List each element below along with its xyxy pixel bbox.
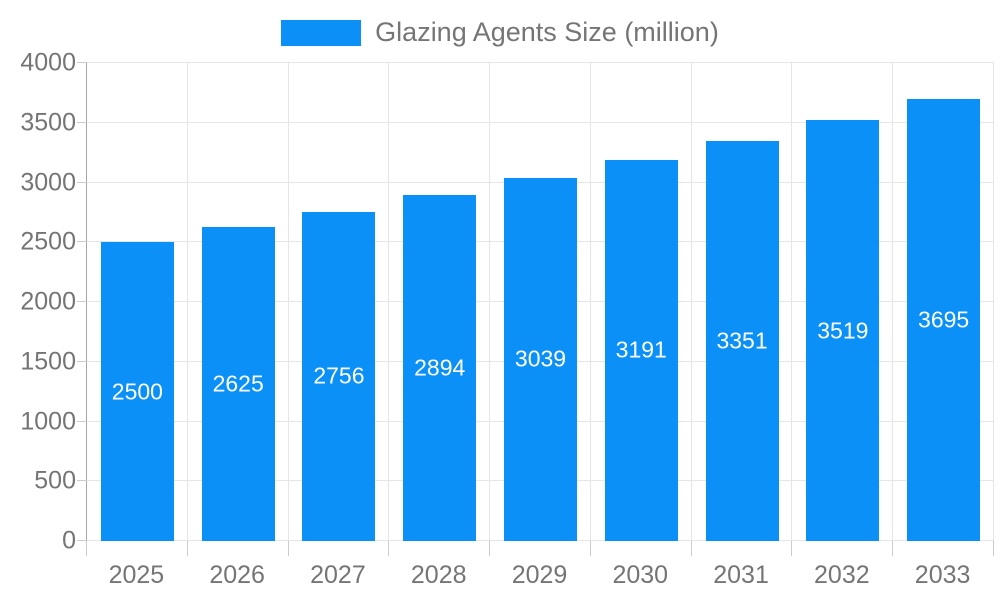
y-tick-mark [77, 420, 87, 422]
v-gridline [186, 63, 188, 541]
x-axis-label-2031: 2031 [713, 561, 769, 589]
bar-value-label: 2756 [313, 362, 365, 389]
legend: Glazing Agents Size (million) [0, 17, 1000, 48]
x-tick-mark [86, 541, 87, 556]
h-gridline [87, 121, 994, 123]
x-tick-mark [791, 541, 793, 556]
x-tick-mark [489, 541, 491, 556]
v-gridline [791, 63, 793, 541]
x-axis-label-2029: 2029 [511, 561, 568, 589]
bar-value-label: 3191 [615, 336, 667, 363]
y-axis-label: 4000 [20, 48, 76, 77]
bar-2033[interactable] [907, 99, 981, 541]
bar-value-label: 2894 [414, 354, 466, 381]
x-tick-mark [287, 541, 289, 556]
x-axis-label-2032: 2032 [814, 561, 870, 589]
x-tick-mark [690, 541, 692, 556]
y-tick-mark [77, 62, 87, 63]
v-gridline [993, 63, 994, 541]
bar-value-label: 3519 [817, 317, 869, 344]
h-gridline [87, 62, 994, 63]
v-gridline [287, 63, 289, 541]
bar-2027[interactable] [302, 211, 376, 541]
bar-value-label: 2625 [212, 370, 264, 397]
y-tick-mark [77, 540, 87, 541]
x-axis-label-2025: 2025 [108, 561, 165, 589]
x-tick-mark [388, 541, 390, 556]
bar-2028[interactable] [403, 195, 477, 541]
v-gridline [388, 63, 390, 541]
bar-value-label: 3039 [514, 345, 567, 372]
bar-value-label: 3695 [918, 306, 970, 333]
y-axis-label: 3000 [20, 168, 76, 196]
bar-2026[interactable] [201, 227, 275, 541]
bar-2032[interactable] [806, 120, 880, 541]
y-axis-label: 0 [62, 526, 76, 555]
x-axis-label-2027: 2027 [310, 561, 366, 589]
bar-value-label: 2500 [111, 378, 163, 405]
x-axis-label-2028: 2028 [410, 561, 467, 589]
y-tick-mark [77, 360, 87, 362]
y-tick-mark [77, 181, 87, 183]
bar-value-label: 3351 [716, 327, 768, 354]
x-axis-label-2026: 2026 [209, 561, 265, 589]
legend-label[interactable]: Glazing Agents Size (million) [375, 17, 719, 47]
x-axis-label-2033: 2033 [914, 561, 971, 589]
plot-area: 2500 2625 2756 2894 3039 3191 3351 3519 3695 [77, 62, 994, 556]
x-tick-mark [993, 541, 994, 556]
y-axis: 0 500 1000 1500 2000 2500 3000 3500 4000 [0, 50, 76, 553]
x-tick-mark [186, 541, 188, 556]
y-axis-label: 3500 [20, 108, 76, 137]
bar-2029[interactable] [503, 177, 578, 541]
legend-swatch-icon[interactable] [281, 19, 362, 46]
y-axis-label: 500 [34, 466, 76, 495]
y-axis-label: 2000 [20, 287, 76, 316]
y-tick-mark [77, 301, 87, 302]
v-gridline [489, 63, 491, 541]
y-tick-mark [77, 121, 87, 123]
bar-2025[interactable] [100, 242, 174, 541]
y-axis-label: 1000 [20, 407, 76, 435]
v-gridline [690, 63, 692, 541]
bar-2031[interactable] [705, 140, 779, 541]
x-tick-mark [892, 541, 894, 556]
y-axis-label: 2500 [20, 227, 76, 256]
v-gridline [589, 63, 591, 541]
bar-2030[interactable] [604, 159, 678, 541]
x-axis-label-2030: 2030 [612, 561, 669, 589]
x-axis: 2025 2026 2027 2028 2029 2030 2031 2032 2033 [86, 559, 993, 591]
y-tick-mark [77, 480, 87, 482]
x-tick-mark [589, 541, 591, 556]
y-tick-mark [77, 241, 87, 243]
y-axis-label: 1500 [20, 347, 76, 376]
v-gridline [892, 63, 894, 541]
